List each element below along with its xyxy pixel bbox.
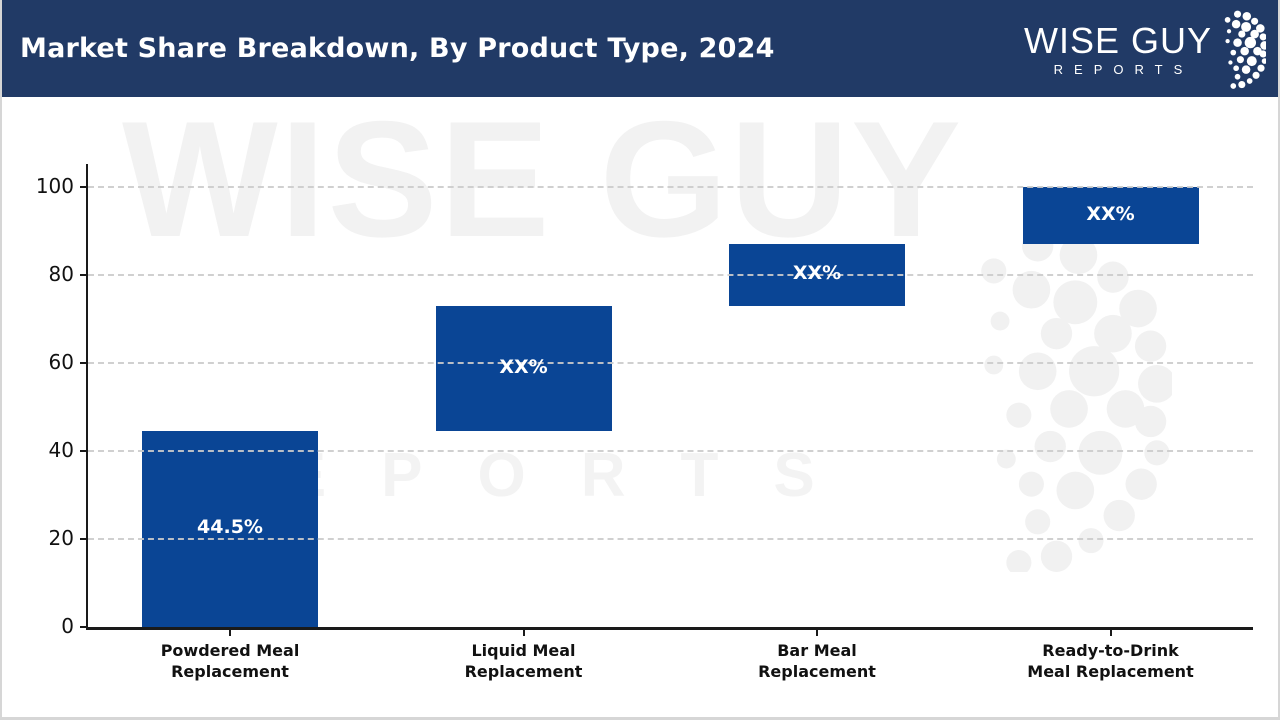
y-axis-line bbox=[86, 164, 88, 630]
logo-text: WISE GUY REPORTS bbox=[1023, 19, 1212, 77]
y-tick-mark-0 bbox=[80, 626, 88, 628]
logo-wordmark: WISE GUY bbox=[1023, 19, 1212, 61]
y-tick-label-20: 20 bbox=[48, 526, 74, 550]
x-category-label-bar-meal-replacement: Bar Meal Replacement bbox=[657, 641, 977, 683]
x-axis-line bbox=[86, 627, 1253, 630]
x-category-label-line: Meal Replacement bbox=[1027, 661, 1194, 681]
x-tick-mark-2 bbox=[522, 627, 525, 636]
y-tick-label-0: 0 bbox=[61, 614, 74, 638]
y-tick-mark-40 bbox=[80, 450, 88, 452]
x-tick-mark-3 bbox=[816, 627, 818, 636]
page-title: Market Share Breakdown, By Product Type,… bbox=[20, 33, 775, 64]
x-category-label-line: Replacement bbox=[464, 661, 583, 681]
bar-value-label-bar-meal-replacement: XX% bbox=[792, 262, 842, 284]
x-tick-mark-4 bbox=[1109, 627, 1112, 636]
bar-value-label-liquid-meal-replacement: XX% bbox=[499, 355, 548, 378]
gridline-40 bbox=[88, 450, 1253, 452]
x-category-label-powdered-meal-replacement: Powdered Meal Replacement bbox=[70, 641, 390, 683]
x-category-label-line: Powdered Meal bbox=[160, 641, 300, 660]
y-tick-label-60: 60 bbox=[48, 350, 74, 374]
header-bar: Market Share Breakdown, By Product Type,… bbox=[0, 0, 1280, 97]
x-tick-mark-1 bbox=[229, 627, 231, 636]
bar-liquid-meal-replacement bbox=[435, 305, 612, 432]
y-tick-label-100: 100 bbox=[35, 174, 74, 198]
y-tick-label-40: 40 bbox=[48, 438, 74, 462]
gridline-20 bbox=[88, 538, 1253, 540]
gridline-80 bbox=[88, 274, 1253, 276]
bar-value-label-ready-to-drink-meal-replacement: XX% bbox=[1086, 202, 1135, 225]
gridline-60 bbox=[88, 362, 1253, 364]
x-category-label-ready-to-drink-meal-replacement: Ready-to-Drink Meal Replacement bbox=[951, 641, 1271, 683]
y-tick-mark-20 bbox=[80, 538, 88, 540]
y-tick-mark-60 bbox=[80, 362, 88, 364]
x-category-label-line: Liquid Meal bbox=[471, 641, 576, 660]
y-tick-mark-100 bbox=[80, 186, 88, 188]
x-category-label-line: Replacement bbox=[758, 661, 876, 681]
gridline-100 bbox=[88, 186, 1253, 188]
logo: WISE GUY REPORTS bbox=[1024, 5, 1266, 93]
logo-subtitle: REPORTS bbox=[1053, 61, 1194, 77]
y-tick-mark-80 bbox=[80, 274, 88, 276]
x-category-label-line: Ready-to-Drink bbox=[1042, 641, 1179, 660]
bar-powdered-meal-replacement bbox=[142, 431, 318, 627]
x-category-label-line: Replacement bbox=[171, 661, 289, 681]
y-tick-label-80: 80 bbox=[48, 262, 74, 286]
logo-head-icon bbox=[1202, 6, 1266, 92]
bar-value-label-powdered-meal-replacement: 44.5% bbox=[197, 516, 263, 539]
x-category-label-liquid-meal-replacement: Liquid Meal Replacement bbox=[364, 641, 684, 683]
x-category-label-line: Bar Meal bbox=[777, 641, 857, 660]
